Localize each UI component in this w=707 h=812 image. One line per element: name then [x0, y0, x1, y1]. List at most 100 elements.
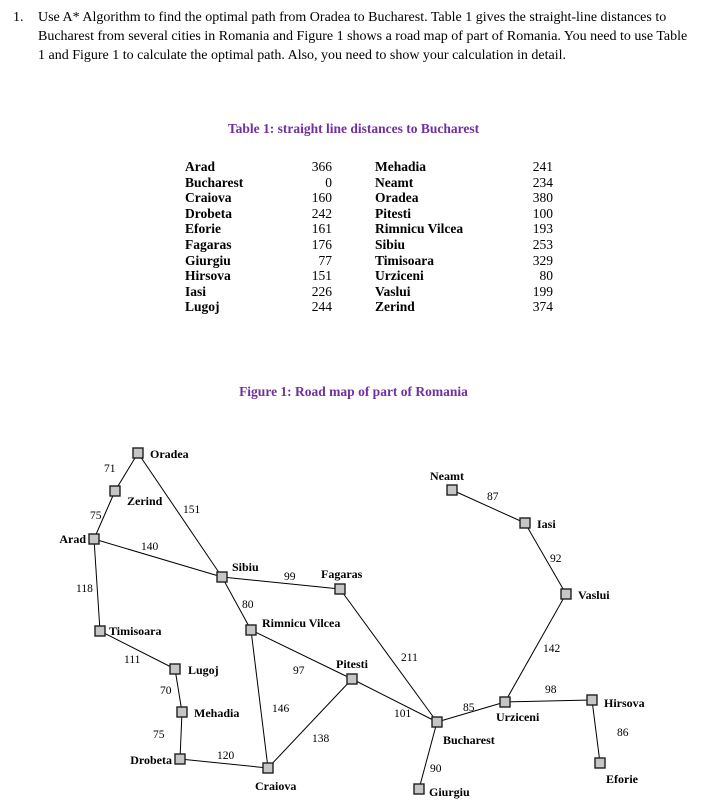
city-name: Arad: [185, 159, 215, 174]
city-node: [499, 696, 511, 708]
edge-weight-label: 111: [124, 654, 141, 666]
table-row: Hirsova 151 Urziceni 80: [185, 268, 553, 284]
table-title: Table 1: straight line distances to Buch…: [227, 121, 480, 136]
distance-value: 380: [532, 190, 553, 206]
road-edge: [436, 701, 506, 723]
city-label: Arad: [59, 532, 86, 546]
city-label: Zerind: [127, 494, 163, 508]
city-name: Oradea: [375, 190, 419, 206]
road-edge: [250, 629, 269, 769]
distance-value: 234: [532, 174, 553, 190]
edge-weight-label: 70: [160, 685, 172, 697]
edge-weight-label: 151: [183, 504, 201, 516]
road-edge: [99, 630, 176, 670]
road-edge: [339, 588, 438, 723]
distance-value: 241: [532, 159, 553, 174]
table-row: Arad 366 Mehadia 241: [185, 159, 553, 175]
distance-value: 160: [311, 190, 332, 206]
city-label: Oradea: [150, 447, 189, 461]
road-edge: [174, 668, 183, 713]
distance-value: 226: [311, 283, 332, 299]
distance-value: 253: [532, 236, 553, 252]
city-node: [262, 762, 274, 774]
city-name: Iasi: [185, 283, 207, 299]
road-edge: [504, 699, 593, 703]
question-number: 1.: [13, 10, 24, 25]
city-node: [346, 673, 358, 685]
distance-value: 100: [532, 205, 553, 221]
road-edge: [93, 490, 116, 540]
city-node: [413, 783, 425, 795]
city-node: [109, 485, 121, 497]
road-edge: [93, 538, 223, 578]
edge-weight-label: 75: [90, 510, 102, 522]
distance-value: 329: [532, 252, 553, 268]
table-row: Fagaras 176 Sibiu 253: [185, 237, 553, 253]
edge-weight-label: 140: [141, 541, 159, 553]
city-node: [94, 625, 106, 637]
edge-weight-label: 71: [104, 463, 116, 475]
road-edge: [504, 593, 567, 703]
road-edge: [418, 721, 438, 790]
table-row: Iasi 226 Vaslui 199: [185, 284, 553, 300]
city-node: [560, 588, 572, 600]
city-node: [132, 447, 144, 459]
city-label: Fagaras: [321, 567, 363, 581]
city-node: [334, 583, 346, 595]
edge-weight-label: 138: [312, 733, 330, 745]
edge-weight-label: 211: [401, 652, 418, 664]
edge-weight-label: 90: [430, 763, 442, 775]
table-row: Drobeta 242 Pitesti 100: [185, 206, 553, 222]
city-label: Bucharest: [443, 733, 495, 747]
edge-weight-label: 75: [153, 729, 165, 741]
city-name: Timisoara: [375, 252, 435, 268]
city-name: Hirsova: [185, 268, 231, 284]
road-edge: [451, 489, 526, 524]
road-edge: [591, 699, 601, 764]
distance-value: 0: [325, 174, 332, 190]
city-node: [519, 517, 531, 529]
edge-weight-label: 97: [293, 665, 305, 677]
city-label: Iasi: [537, 517, 556, 531]
table-row: Lugoj 244 Zerind 374: [185, 299, 553, 315]
edge-weight-label: 86: [617, 727, 629, 739]
city-label: Craiova: [255, 779, 296, 793]
distance-value: 244: [311, 299, 332, 315]
road-edge: [114, 452, 139, 492]
city-label: Urziceni: [496, 710, 540, 724]
city-node: [88, 533, 100, 545]
city-name: Mehadia: [375, 159, 427, 174]
city-name: Vaslui: [375, 283, 411, 299]
road-edge: [137, 452, 223, 578]
city-name: Rimnicu Vilcea: [375, 221, 464, 237]
city-name: Urziceni: [375, 268, 424, 284]
edge-weight-label: 92: [550, 553, 562, 565]
road-edge: [179, 758, 269, 769]
city-name: Lugoj: [185, 299, 220, 315]
city-label: Rimnicu Vilcea: [262, 616, 340, 630]
edge-weight-label: 146: [272, 703, 290, 715]
edge-weight-label: 142: [543, 643, 561, 655]
road-edge: [351, 678, 438, 723]
road-edge: [250, 629, 353, 680]
table-row: Craiova 160 Oradea 380: [185, 190, 553, 206]
distance-value: 176: [311, 236, 332, 252]
road-edge: [267, 678, 353, 769]
distance-value: 366: [311, 159, 332, 174]
city-node: [174, 753, 186, 765]
city-name: Eforie: [185, 221, 221, 237]
edge-weight-label: 120: [217, 750, 235, 762]
city-label: Vaslui: [578, 588, 610, 602]
distance-value: 161: [311, 221, 332, 237]
edge-weight-label: 87: [487, 491, 499, 503]
city-node: [245, 624, 257, 636]
distance-value: 77: [318, 252, 333, 268]
edge-weight-label: 118: [76, 583, 93, 595]
question: 1. Use A* Algorithm to find the optimal …: [13, 8, 697, 65]
city-node: [446, 484, 458, 496]
edge-weight-label: 99: [284, 571, 296, 583]
city-label: Mehadia: [194, 706, 239, 720]
city-name: Neamt: [375, 174, 414, 190]
